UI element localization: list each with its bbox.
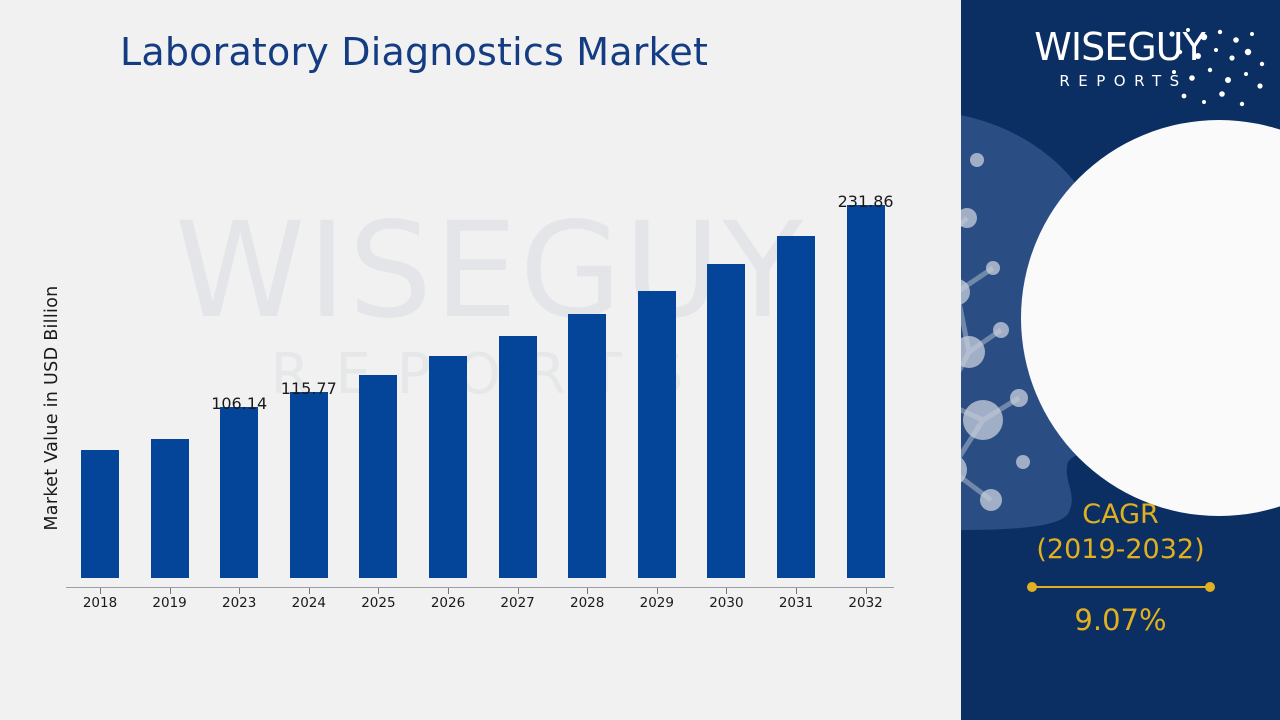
bar-2030: [707, 264, 746, 578]
cagr-value: 9.07%: [1074, 603, 1167, 638]
bar-2026: [429, 356, 467, 578]
bars-layer: 2018 2019 106.14 2023 115.77 2024 2025 2026 2027…: [81, 192, 894, 611]
x-tick-2030: [726, 588, 728, 594]
x-tick-label-2023: 2023: [222, 595, 257, 611]
bar-2032: [846, 205, 885, 578]
bar-2031: [777, 236, 815, 578]
x-tick-2025: [378, 588, 380, 594]
logo-main-text: WISEGUY: [1034, 25, 1205, 69]
cagr-divider: [1026, 581, 1215, 593]
x-tick-label-2028: 2028: [570, 595, 605, 611]
x-tick-2018: [100, 588, 101, 594]
bar-2024: [289, 392, 328, 578]
x-tick-label-2026: 2026: [430, 595, 466, 611]
plot-area: Market Value in USD Billion 2018 2019 106.…: [42, 192, 894, 611]
x-tick-label-2027: 2027: [500, 595, 535, 611]
logo-dot-pattern-icon: [1169, 28, 1265, 107]
x-tick-label-2024: 2024: [291, 595, 326, 611]
x-tick-label-2029: 2029: [639, 595, 674, 611]
bar-value-label-2032: 231.86: [837, 192, 894, 211]
x-tick-2032: [865, 588, 867, 594]
x-tick-label-2030: 2030: [709, 595, 744, 611]
molecule-dots-icon: [961, 153, 1030, 511]
bar-2027: [498, 336, 537, 578]
brand-logo: WISEGUY REPORTS: [977, 25, 1265, 107]
x-tick-2019: [169, 588, 171, 594]
x-tick-2028: [587, 588, 589, 594]
x-tick-2026: [448, 588, 449, 594]
x-tick-label-2025: 2025: [361, 595, 396, 611]
x-tick-2023: [239, 588, 241, 594]
bar-2023: [220, 407, 259, 578]
bar-2029: [637, 291, 676, 578]
x-tick-label-2018: 2018: [82, 595, 118, 611]
bar-2019: [150, 439, 189, 578]
divider-dot-right: [1204, 582, 1215, 593]
x-tick-2027: [517, 588, 519, 594]
page-title: Laboratory Diagnostics Market: [120, 30, 709, 74]
x-tick-2031: [796, 588, 797, 594]
bar-2025: [359, 375, 398, 578]
bar-2018: [81, 450, 119, 578]
cagr-block: CAGR (2019-2032) 9.07%: [961, 498, 1280, 637]
bar-value-label-2024: 115.77: [280, 379, 337, 398]
chart-panel: WISEGUY REPORTS Laboratory Diagnostics M…: [42, 30, 894, 611]
logo-sub-text: REPORTS: [1059, 72, 1188, 90]
x-tick-2024: [308, 588, 310, 594]
x-axis-line: [66, 587, 894, 588]
panel-decoration: [961, 0, 1280, 720]
bar-value-label-2023: 106.14: [211, 394, 268, 413]
x-tick-label-2032: 2032: [848, 595, 883, 611]
cagr-period: (2019-2032): [1036, 533, 1205, 565]
divider-dot-left: [1026, 582, 1037, 593]
branding-panel: WISEGUY REPORTS CAG: [961, 0, 1280, 720]
x-tick-label-2031: 2031: [778, 595, 814, 611]
bar-2028: [568, 314, 607, 578]
cagr-label: CAGR: [1082, 499, 1159, 530]
x-tick-2029: [656, 588, 658, 594]
divider-line: [1032, 586, 1209, 588]
x-tick-label-2019: 2019: [152, 595, 187, 611]
